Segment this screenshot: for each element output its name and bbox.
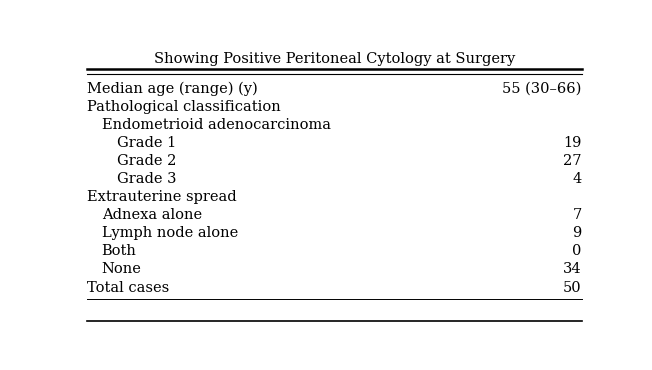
Text: Grade 3: Grade 3 [117,172,177,186]
Text: 19: 19 [563,136,582,150]
Text: 55 (30–66): 55 (30–66) [503,82,582,96]
Text: Showing Positive Peritoneal Cytology at Surgery: Showing Positive Peritoneal Cytology at … [153,51,515,65]
Text: Total cases: Total cases [87,280,169,295]
Text: 4: 4 [572,172,582,186]
Text: Grade 1: Grade 1 [117,136,176,150]
Text: Median age (range) (y): Median age (range) (y) [87,82,258,96]
Text: Pathological classification: Pathological classification [87,100,280,114]
Text: None: None [102,262,141,276]
Text: Adnexa alone: Adnexa alone [102,208,202,222]
Text: 7: 7 [572,208,582,222]
Text: 27: 27 [563,154,582,168]
Text: Grade 2: Grade 2 [117,154,176,168]
Text: 0: 0 [572,245,582,258]
Text: Extrauterine spread: Extrauterine spread [87,190,236,204]
Text: Both: Both [102,245,136,258]
Text: Lymph node alone: Lymph node alone [102,226,238,240]
Text: 9: 9 [572,226,582,240]
Text: Endometrioid adenocarcinoma: Endometrioid adenocarcinoma [102,118,331,132]
Text: 34: 34 [563,262,582,276]
Text: 50: 50 [563,280,582,295]
